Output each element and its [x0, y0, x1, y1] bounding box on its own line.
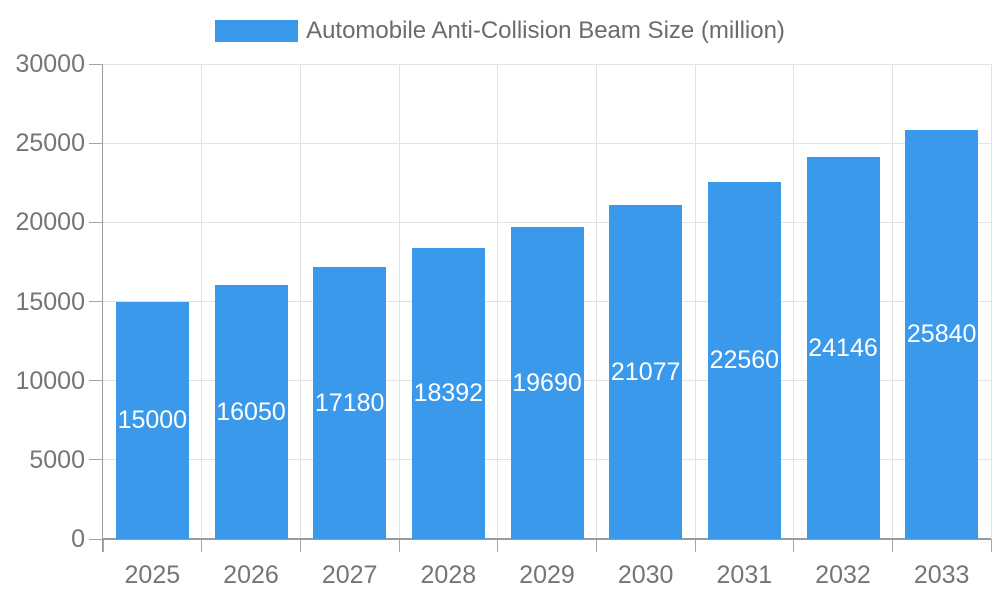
bar-value-label: 21077 — [610, 358, 681, 387]
gridline-vertical — [990, 64, 992, 539]
bar-2026[interactable] — [214, 284, 288, 539]
bar-2032[interactable] — [806, 156, 880, 539]
legend-item[interactable]: Automobile Anti-Collision Beam Size (mil… — [0, 17, 1000, 45]
legend-label: Automobile Anti-Collision Beam Size (mil… — [306, 17, 785, 44]
bar-value-label: 18392 — [413, 379, 484, 408]
bar-value-label: 22560 — [709, 346, 780, 375]
gridline-horizontal — [103, 221, 991, 223]
y-axis-tick-label: 15000 — [15, 287, 85, 316]
y-axis-tick — [89, 63, 103, 65]
gridline-vertical — [201, 64, 203, 539]
x-axis-line — [103, 538, 991, 540]
x-axis-tick — [497, 539, 499, 552]
bar-value-label: 24146 — [808, 333, 878, 362]
x-axis-tick-label: 2029 — [519, 561, 575, 589]
x-axis-tick-label: 2030 — [617, 561, 674, 589]
gridline-vertical — [595, 64, 597, 539]
bar-value-label: 15000 — [117, 406, 188, 435]
bar-2028[interactable] — [411, 247, 485, 539]
y-axis-tick-label: 10000 — [15, 366, 85, 395]
x-axis-tick-label: 2028 — [420, 561, 477, 589]
gridline-vertical — [891, 64, 893, 539]
bar-2031[interactable] — [707, 181, 781, 539]
y-axis-tick-label: 20000 — [15, 208, 85, 237]
y-axis-line — [102, 64, 103, 552]
x-axis-tick-label: 2025 — [124, 561, 181, 589]
bar-2025[interactable] — [115, 301, 189, 539]
y-axis-tick — [89, 301, 103, 302]
y-axis-tick-label: 25000 — [15, 129, 85, 158]
bar-value-label: 19690 — [512, 369, 582, 398]
bar-2029[interactable] — [510, 227, 584, 539]
x-axis-tick — [299, 539, 301, 552]
bar-value-label: 16050 — [216, 397, 286, 426]
gridline-vertical — [398, 64, 400, 539]
bar-value-label: 25840 — [906, 320, 977, 349]
y-axis-tick-label: 30000 — [15, 50, 85, 78]
x-axis-tick-label: 2032 — [815, 561, 871, 589]
x-axis-tick — [694, 539, 696, 552]
y-axis-tick — [89, 380, 103, 382]
x-axis-tick — [793, 539, 795, 552]
x-axis-tick — [891, 539, 893, 552]
y-axis-tick-label: 0 — [71, 525, 85, 553]
gridline-horizontal — [103, 142, 991, 144]
bar-2027[interactable] — [313, 266, 387, 539]
gridline-vertical — [793, 64, 795, 539]
gridline-vertical — [299, 64, 301, 539]
y-axis-tick — [89, 221, 103, 223]
x-axis-tick-label: 2026 — [223, 561, 279, 589]
y-axis-tick — [89, 459, 103, 461]
gridline-horizontal — [103, 63, 991, 65]
bar-2033[interactable] — [905, 129, 979, 539]
bar-value-label: 17180 — [314, 388, 385, 417]
x-axis-tick-label: 2031 — [716, 561, 773, 589]
x-axis-tick-label: 2027 — [321, 561, 378, 589]
x-axis-tick — [398, 539, 400, 552]
x-axis-tick-label: 2033 — [913, 561, 970, 589]
x-axis-tick — [201, 539, 203, 552]
x-axis-tick — [990, 539, 992, 552]
y-axis-tick — [89, 538, 103, 540]
legend-swatch — [215, 20, 299, 42]
y-axis-tick-label: 5000 — [29, 445, 85, 474]
x-axis-tick — [595, 539, 597, 552]
y-axis-tick — [89, 142, 103, 144]
x-axis-tick — [102, 539, 104, 552]
bar-2030[interactable] — [609, 205, 683, 539]
gridline-vertical — [497, 64, 499, 539]
gridline-vertical — [694, 64, 696, 539]
